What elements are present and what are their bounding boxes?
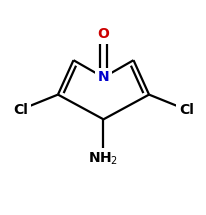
Text: O: O [97,27,109,41]
Text: NH$_2$: NH$_2$ [88,151,118,167]
Text: Cl: Cl [13,103,28,117]
Text: N: N [97,70,109,84]
Text: Cl: Cl [178,103,193,117]
